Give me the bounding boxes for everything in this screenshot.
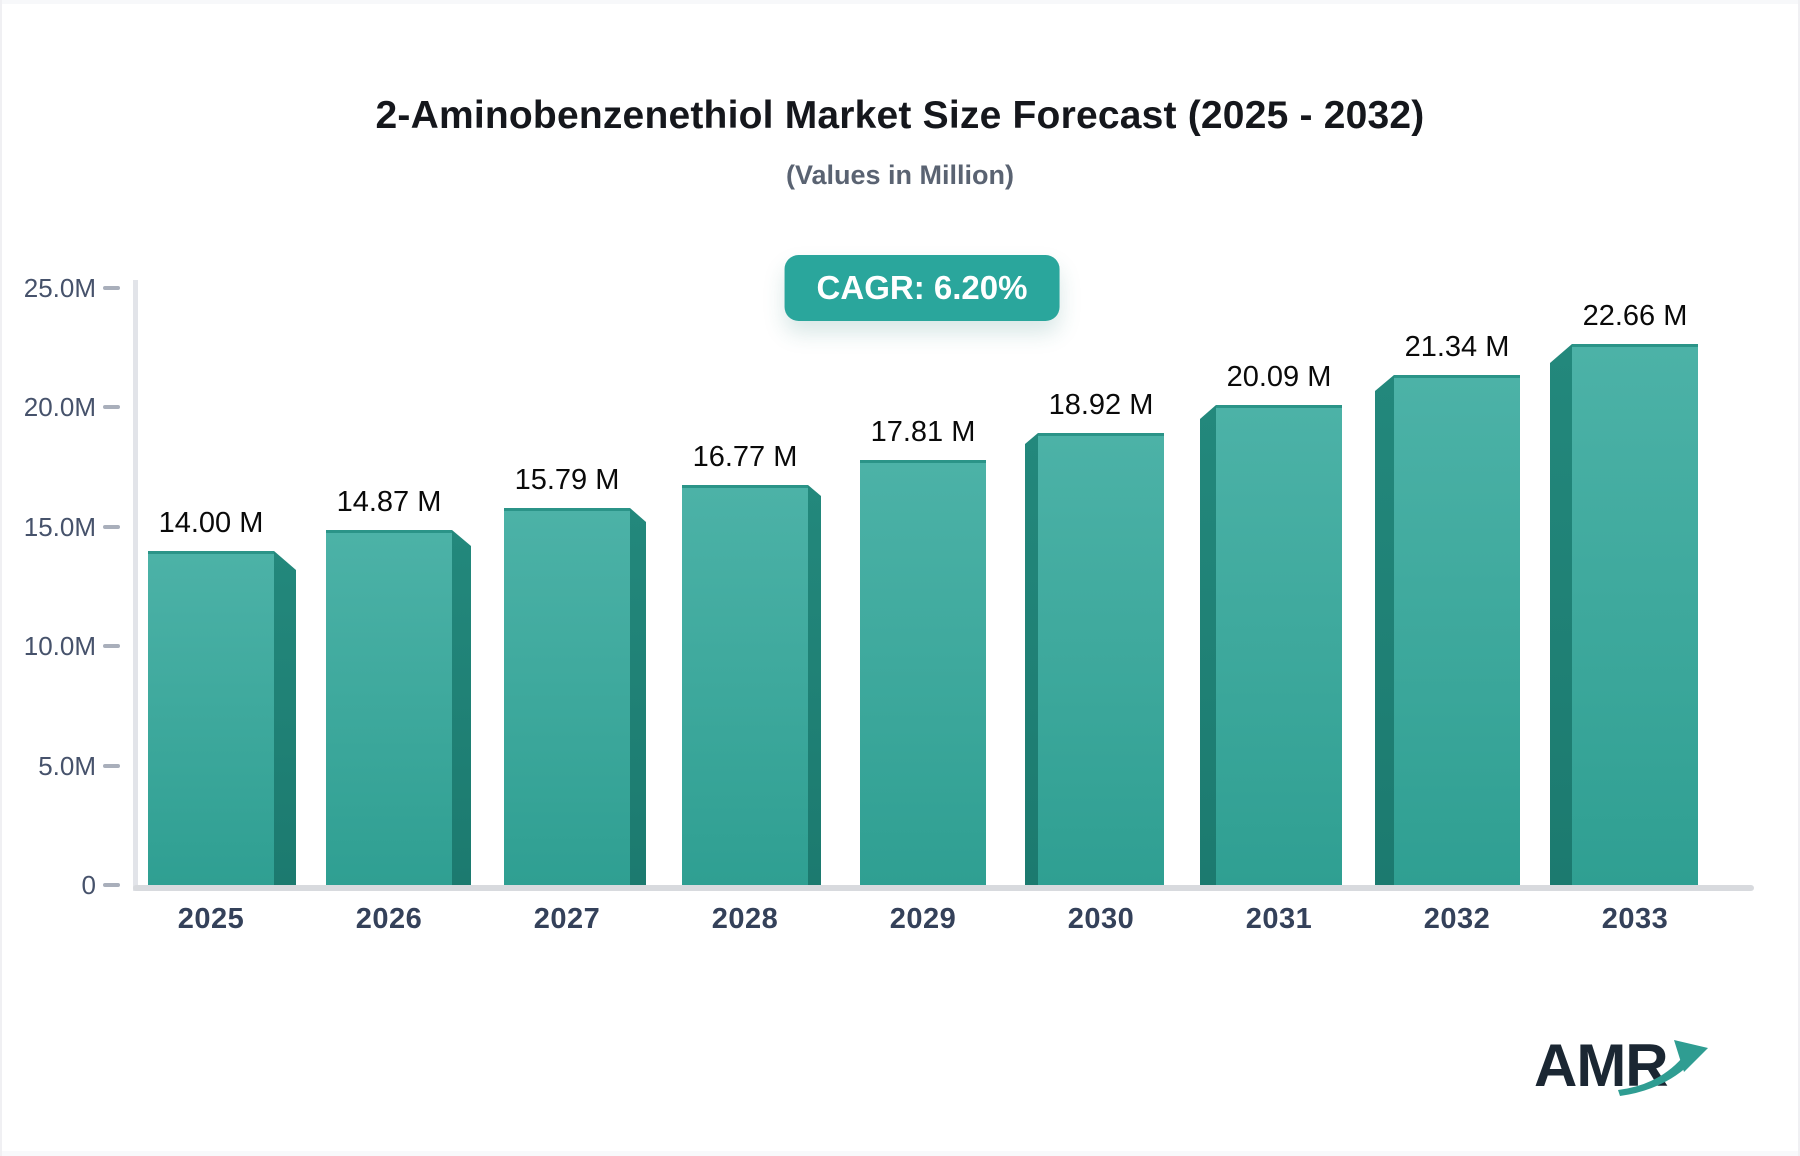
bar [860, 460, 986, 885]
bar-value-label: 20.09 M [1226, 361, 1332, 393]
bar-front-face [326, 530, 452, 885]
bar [148, 551, 296, 885]
y-tick-label: 0 [81, 870, 96, 900]
y-tick-mark [103, 524, 120, 529]
bar-front-face [1216, 405, 1342, 885]
y-axis-line [133, 280, 138, 891]
bar-value-label: 18.92 M [1048, 389, 1154, 421]
chart-title: 2-Aminobenzenethiol Market Size Forecast… [375, 94, 1425, 137]
bar-side-face [808, 485, 821, 885]
bar-side-face [274, 551, 296, 885]
x-tick-label: 2030 [1067, 903, 1135, 935]
y-tick-label: 25.0M [23, 273, 96, 303]
x-axis-baseline [133, 885, 1754, 891]
growth-arrow-icon [1618, 1040, 1708, 1096]
bar-value-label: 21.34 M [1404, 331, 1510, 363]
top-edge-strip [2, 0, 1798, 4]
cagr-badge: CAGR: 6.20% [784, 255, 1060, 321]
bar-front-face [1038, 433, 1164, 885]
bar-side-face [1200, 405, 1216, 885]
bar [504, 508, 646, 885]
bar-front-face [1572, 344, 1698, 885]
y-tick-mark [103, 286, 120, 290]
bar-front-face [860, 460, 986, 885]
x-tick-label: 2029 [889, 903, 957, 935]
y-tick-label: 5.0M [38, 750, 96, 781]
brand-logo: AMR [1534, 1036, 1774, 1116]
bar-value-label: 22.66 M [1582, 300, 1688, 332]
x-tick-label: 2032 [1423, 903, 1491, 935]
bar [1550, 344, 1698, 885]
y-tick-label: 15.0M [23, 511, 96, 542]
bar [326, 530, 471, 885]
bar-front-face [148, 551, 274, 885]
x-tick-label: 2026 [355, 903, 423, 935]
bar-value-label: 14.87 M [336, 486, 442, 518]
bar-front-face [504, 508, 630, 885]
bar [1025, 433, 1164, 885]
bar-side-face [452, 530, 471, 885]
y-tick-mark [103, 644, 120, 649]
bar-side-face [1375, 375, 1394, 885]
bar-front-face [1394, 375, 1520, 885]
bar-side-face [1550, 344, 1572, 885]
bar-value-label: 16.77 M [692, 441, 798, 473]
chart-subtitle: (Values in Million) [785, 160, 1015, 190]
x-tick-label: 2028 [711, 903, 779, 935]
bar [1375, 375, 1520, 885]
x-tick-label: 2031 [1245, 903, 1313, 935]
y-tick-mark [103, 763, 120, 768]
x-tick-label: 2027 [533, 903, 601, 935]
x-tick-label: 2033 [1601, 903, 1669, 935]
bar-value-label: 14.00 M [158, 507, 264, 539]
bar [1200, 405, 1342, 885]
bar [682, 485, 821, 885]
x-tick-label: 2025 [177, 903, 245, 935]
bar-side-face [1025, 433, 1038, 885]
y-tick-mark [103, 883, 120, 887]
y-tick-label: 10.0M [23, 631, 96, 662]
bar-value-label: 15.79 M [514, 464, 620, 496]
y-tick-label: 20.0M [23, 392, 96, 423]
bar-value-label: 17.81 M [870, 416, 976, 448]
bar-side-face [630, 508, 646, 885]
bottom-edge-strip [2, 1151, 1798, 1156]
y-tick-mark [103, 405, 120, 410]
bar-front-face [682, 485, 808, 885]
